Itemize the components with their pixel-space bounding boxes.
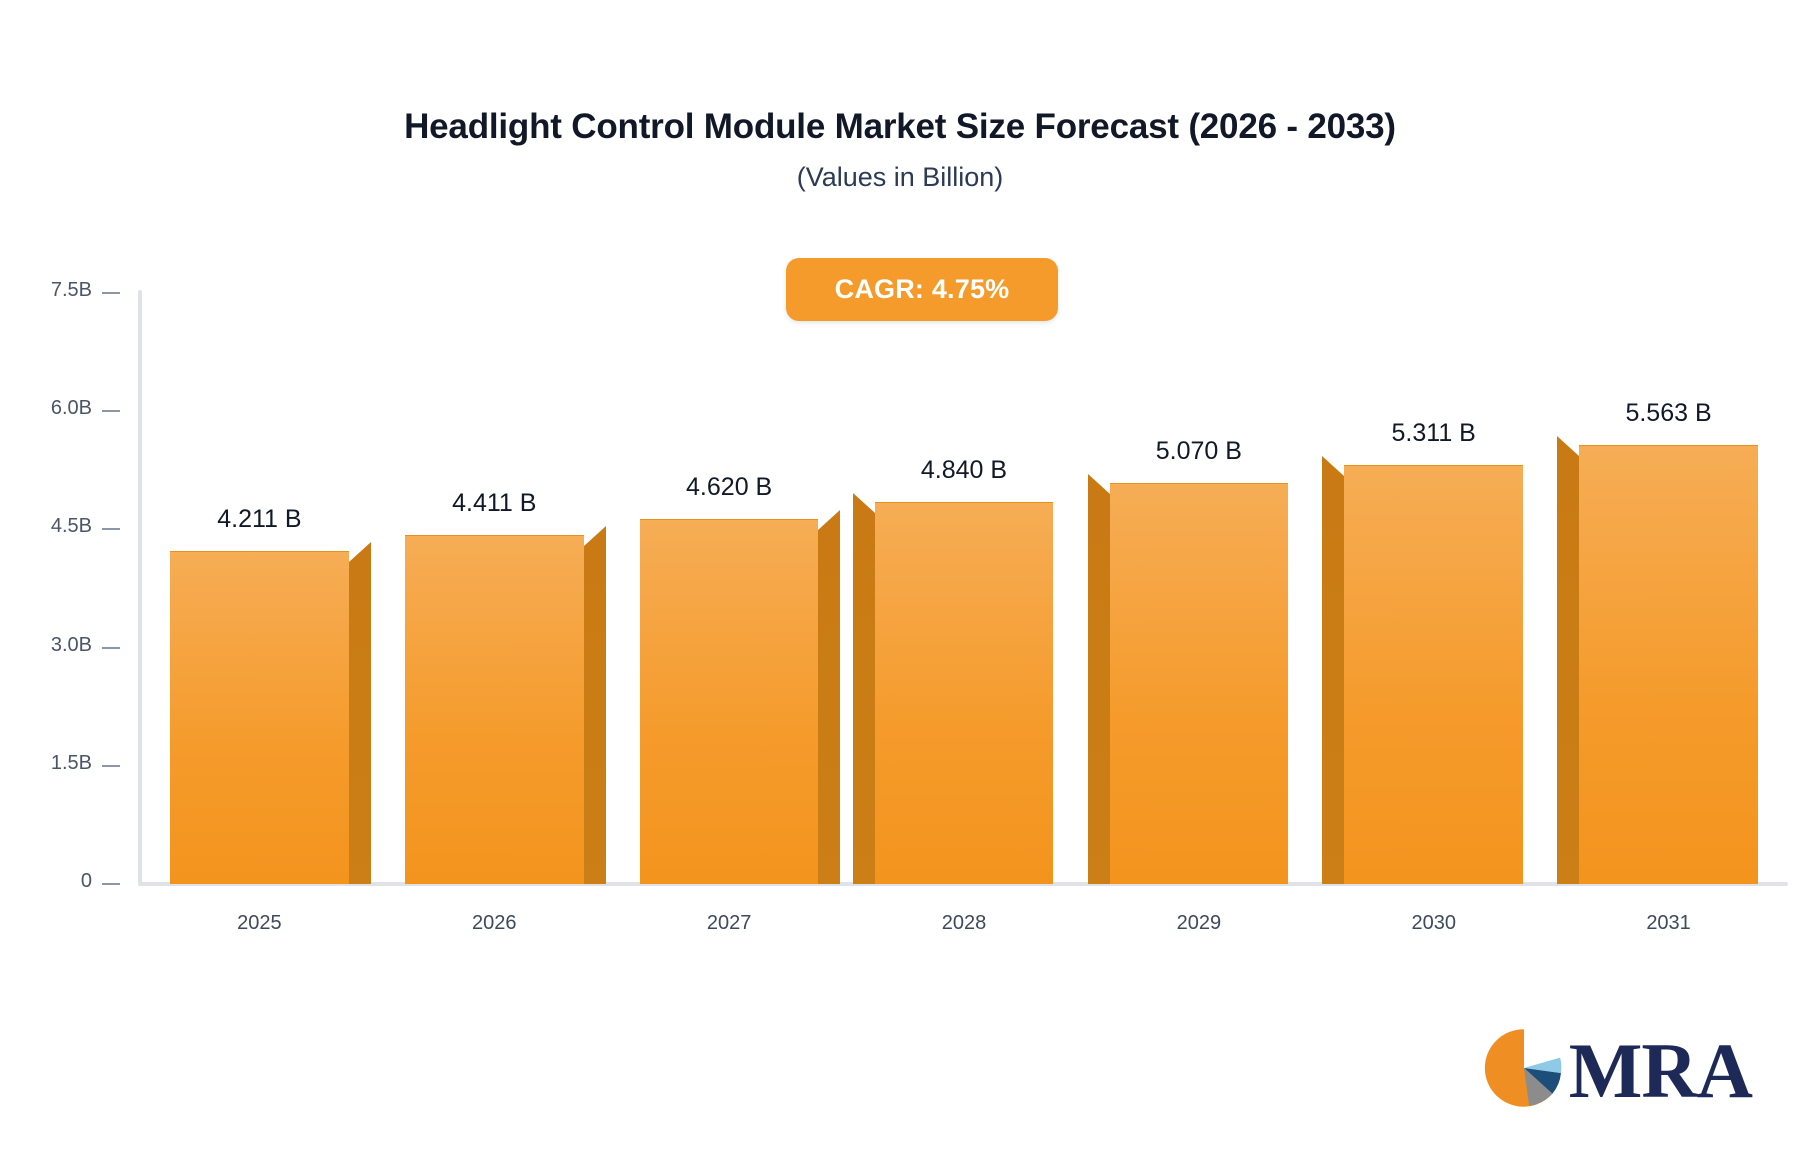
bar-side-cap [1557, 435, 1580, 456]
bar-side-face [1322, 455, 1345, 884]
x-axis-label-2026: 2026 [472, 912, 517, 934]
bar-side-face [348, 542, 371, 884]
bar-2030[interactable]: 5.311 B [1322, 419, 1523, 884]
bar-side-face [852, 492, 875, 884]
y-axis-tick-mark [102, 292, 120, 294]
bar-side-cap [818, 509, 841, 530]
x-axis-label-2030: 2030 [1411, 912, 1456, 934]
chart-title: Headlight Control Module Market Size For… [404, 107, 1396, 146]
bar-side-face [818, 509, 841, 884]
bar-side-face [1087, 474, 1110, 884]
bar-value-label: 4.211 B [217, 505, 302, 534]
y-axis-tick-label: 1.5B [50, 751, 92, 774]
y-axis-tick-mark [102, 410, 120, 413]
bar-value-label: 5.311 B [1391, 418, 1476, 447]
y-axis-tick-mark [102, 764, 120, 767]
bar-front-face [1344, 464, 1523, 884]
bar-value-label: 4.620 B [686, 472, 773, 501]
x-axis-line [138, 882, 1788, 886]
x-axis-label-2028: 2028 [941, 912, 987, 934]
bar-2031[interactable]: 5.563 B [1557, 399, 1758, 884]
bar-front-face [170, 551, 349, 884]
x-axis-label-2031: 2031 [1646, 912, 1691, 934]
bar-side-cap [348, 542, 371, 563]
bar-value-label: 4.840 B [920, 455, 1008, 484]
y-axis-tick-label: 6.0B [50, 397, 92, 420]
bar-side-cap [852, 492, 875, 513]
y-axis-line [138, 290, 142, 886]
cagr-badge: CAGR: 4.75% [786, 258, 1058, 321]
bar-side-face [1557, 435, 1580, 884]
bar-value-label: 5.563 B [1625, 398, 1712, 427]
x-axis-label-2027: 2027 [706, 912, 752, 934]
brand-logo: MRA [1481, 1025, 1753, 1116]
bar-side-cap [1087, 474, 1110, 495]
cagr-badge-label: CAGR: 4.75% [834, 274, 1010, 304]
y-axis-tick-mark [102, 646, 120, 649]
chart-subtitle: (Values in Billion) [796, 161, 1004, 192]
y-axis-tick-label: 3.0B [50, 633, 92, 656]
title-block: Headlight Control Module Market Size For… [0, 107, 1800, 192]
bar-side-face [583, 526, 606, 884]
y-axis-tick-label: 7.5B [50, 279, 92, 301]
bar-front-face [1109, 483, 1289, 884]
bar-value-label: 4.411 B [452, 489, 537, 518]
bar-2026[interactable]: 4.411 B [405, 489, 606, 884]
bar-2029[interactable]: 5.070 B [1087, 437, 1289, 884]
logo-wordmark: MRA [1568, 1026, 1753, 1114]
bar-2027[interactable]: 4.620 B [639, 473, 841, 884]
bar-value-label: 5.070 B [1155, 437, 1242, 466]
bar-2028[interactable]: 4.840 B [852, 456, 1054, 884]
bar-front-face [639, 518, 819, 884]
y-axis-tick-label: 4.5B [50, 515, 92, 538]
bar-front-face [405, 535, 584, 884]
bar-front-face [1579, 444, 1758, 884]
y-axis-tick-mark [102, 883, 120, 885]
bar-front-face [874, 501, 1054, 884]
bar-2025[interactable]: 4.211 B [170, 505, 371, 884]
x-axis-label-2029: 2029 [1176, 912, 1222, 934]
bar-side-cap [583, 526, 606, 547]
y-axis-tick-mark [102, 528, 120, 531]
pie-chart-icon [1481, 1025, 1567, 1116]
y-axis-tick-label: 0 [80, 870, 92, 892]
bar-side-cap [1322, 455, 1345, 476]
x-axis-label-2025: 2025 [237, 912, 282, 934]
